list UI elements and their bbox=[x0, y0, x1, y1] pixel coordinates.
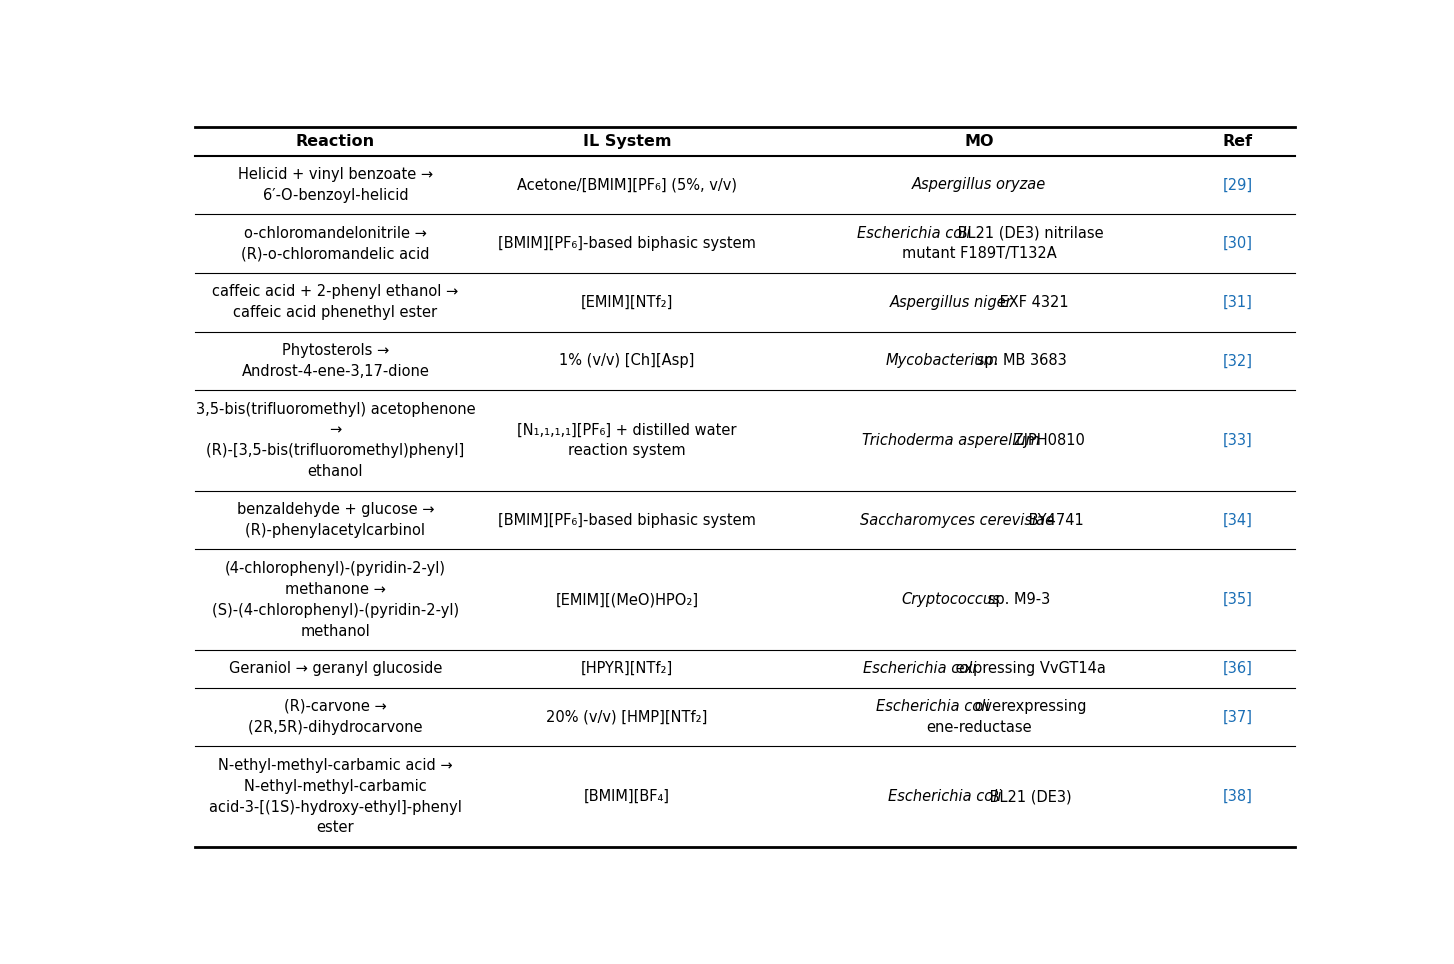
Text: Escherichia coli: Escherichia coli bbox=[888, 790, 1002, 804]
Text: Escherichia coli: Escherichia coli bbox=[856, 226, 970, 241]
Text: (​R​)-carvone →: (​R​)-carvone → bbox=[284, 699, 387, 714]
Text: Geraniol → geranyl glucoside: Geraniol → geranyl glucoside bbox=[228, 661, 442, 677]
Text: Acetone/[BMIM][PF₆] (5%, ​v/​v): Acetone/[BMIM][PF₆] (5%, ​v/​v) bbox=[518, 177, 737, 193]
Text: (​S​)-(4-chlorophenyl)-(pyridin-2-yl): (​S​)-(4-chlorophenyl)-(pyridin-2-yl) bbox=[212, 602, 459, 618]
Text: (​R​)-​o-chloromandelic acid: (​R​)-​o-chloromandelic acid bbox=[241, 247, 430, 261]
Text: 3,5-bis(trifluoromethyl) acetophenone: 3,5-bis(trifluoromethyl) acetophenone bbox=[196, 402, 475, 416]
Text: sp. MB 3683: sp. MB 3683 bbox=[971, 354, 1067, 368]
Text: Ref: Ref bbox=[1223, 134, 1252, 148]
Text: Helicid + vinyl benzoate →: Helicid + vinyl benzoate → bbox=[238, 167, 433, 182]
Text: acid-3-[(1​S​)-hydroxy-ethyl]-phenyl: acid-3-[(1​S​)-hydroxy-ethyl]-phenyl bbox=[209, 799, 462, 815]
Text: overexpressing: overexpressing bbox=[970, 699, 1086, 714]
Text: caffeic acid phenethyl ester: caffeic acid phenethyl ester bbox=[234, 306, 438, 320]
Text: ​N-ethyl-methyl-carbamic: ​N-ethyl-methyl-carbamic bbox=[244, 779, 427, 793]
Text: ene-reductase: ene-reductase bbox=[926, 720, 1032, 735]
Text: [HPYR][NTf₂]: [HPYR][NTf₂] bbox=[580, 661, 673, 677]
Text: Escherichia coli: Escherichia coli bbox=[864, 661, 977, 677]
Text: [36]: [36] bbox=[1223, 661, 1252, 677]
Text: →: → bbox=[330, 422, 342, 438]
Text: MO: MO bbox=[964, 134, 993, 148]
Text: ester: ester bbox=[317, 820, 355, 836]
Text: [BMIM][PF₆]-based biphasic system: [BMIM][PF₆]-based biphasic system bbox=[499, 236, 756, 251]
Text: (4-chlorophenyl)-(pyridin-2-yl): (4-chlorophenyl)-(pyridin-2-yl) bbox=[225, 561, 446, 576]
Text: [29]: [29] bbox=[1223, 177, 1252, 193]
Text: ethanol: ethanol bbox=[308, 465, 364, 479]
Text: Reaction: Reaction bbox=[297, 134, 375, 148]
Text: methanol: methanol bbox=[301, 624, 371, 638]
Text: [33]: [33] bbox=[1223, 433, 1252, 448]
Text: [35]: [35] bbox=[1223, 592, 1252, 607]
Text: (​R​)-phenylacetylcarbinol: (​R​)-phenylacetylcarbinol bbox=[246, 523, 426, 538]
Text: sp. M9-3: sp. M9-3 bbox=[983, 592, 1050, 607]
Text: [BMIM][BF₄]: [BMIM][BF₄] bbox=[585, 790, 670, 804]
Text: Aspergillus oryzae: Aspergillus oryzae bbox=[912, 177, 1045, 193]
Text: 20% (​v/​v) [HMP][NTf₂]: 20% (​v/​v) [HMP][NTf₂] bbox=[547, 710, 708, 725]
Text: Androst-4-ene-3,17-dione: Androst-4-ene-3,17-dione bbox=[241, 363, 429, 379]
Text: [EMIM][(MeO)HPO₂]: [EMIM][(MeO)HPO₂] bbox=[555, 592, 698, 607]
Text: Cryptococcus: Cryptococcus bbox=[901, 592, 1000, 607]
Text: Trichoderma asperellum: Trichoderma asperellum bbox=[862, 433, 1040, 448]
Text: mutant F189T/T132A: mutant F189T/T132A bbox=[901, 247, 1056, 261]
Text: [38]: [38] bbox=[1223, 790, 1252, 804]
Text: [32]: [32] bbox=[1223, 354, 1252, 368]
Text: benzaldehyde + glucose →: benzaldehyde + glucose → bbox=[237, 502, 435, 517]
Text: Escherichia coli: Escherichia coli bbox=[875, 699, 989, 714]
Text: [30]: [30] bbox=[1223, 236, 1252, 251]
Text: [34]: [34] bbox=[1223, 513, 1252, 527]
Text: ​N-ethyl-methyl-carbamic acid →: ​N-ethyl-methyl-carbamic acid → bbox=[218, 758, 452, 772]
Text: (2​R​,5​R​)-dihydrocarvone: (2​R​,5​R​)-dihydrocarvone bbox=[249, 720, 423, 735]
Text: [BMIM][PF₆]-based biphasic system: [BMIM][PF₆]-based biphasic system bbox=[499, 513, 756, 527]
Text: [N₁,₁,₁,₁][PF₆] + distilled water: [N₁,₁,₁,₁][PF₆] + distilled water bbox=[518, 422, 737, 438]
Text: 1% (​v/​v) [Ch][Asp]: 1% (​v/​v) [Ch][Asp] bbox=[560, 354, 695, 368]
Text: BL21 (DE3): BL21 (DE3) bbox=[986, 790, 1072, 804]
Text: [EMIM][NTf₂]: [EMIM][NTf₂] bbox=[580, 295, 673, 309]
Text: [31]: [31] bbox=[1223, 295, 1252, 309]
Text: EXF 4321: EXF 4321 bbox=[995, 295, 1069, 309]
Text: Mycobacterium: Mycobacterium bbox=[885, 354, 997, 368]
Text: [37]: [37] bbox=[1223, 710, 1252, 725]
Text: Phytosterols →: Phytosterols → bbox=[282, 343, 390, 358]
Text: caffeic acid + 2-phenyl ethanol →: caffeic acid + 2-phenyl ethanol → bbox=[212, 284, 458, 299]
Text: Saccharomyces cerevisiae: Saccharomyces cerevisiae bbox=[861, 513, 1054, 527]
Text: methanone →: methanone → bbox=[285, 581, 385, 597]
Text: expressing VvGT14a: expressing VvGT14a bbox=[951, 661, 1106, 677]
Text: ZJPH0810: ZJPH0810 bbox=[1009, 433, 1085, 448]
Text: BY4741: BY4741 bbox=[1024, 513, 1083, 527]
Text: ​o-chloromandelonitrile →: ​o-chloromandelonitrile → bbox=[244, 226, 427, 241]
Text: (​R​)-[3,5-bis(trifluoromethyl)phenyl]: (​R​)-[3,5-bis(trifluoromethyl)phenyl] bbox=[206, 443, 465, 459]
Text: 6′-​O-benzoyl-helicid: 6′-​O-benzoyl-helicid bbox=[263, 188, 409, 202]
Text: IL System: IL System bbox=[583, 134, 672, 148]
Text: Aspergillus niger: Aspergillus niger bbox=[890, 295, 1012, 309]
Text: BL21 (DE3) nitrilase: BL21 (DE3) nitrilase bbox=[954, 226, 1104, 241]
Text: reaction system: reaction system bbox=[569, 443, 686, 459]
